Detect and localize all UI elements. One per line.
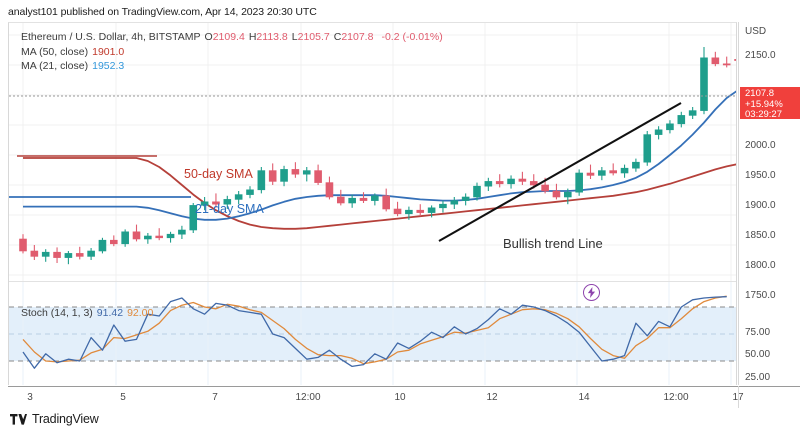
time-tick: 12:00 <box>295 392 321 403</box>
legend-close-value: 2107.8 <box>341 31 374 43</box>
stochastic-tick: 50.00 <box>745 349 771 360</box>
legend-ma50-value: 1901.0 <box>92 45 125 58</box>
price-pane[interactable] <box>9 23 736 281</box>
stochastic-tick: 25.00 <box>745 371 771 383</box>
price-tick: 2150.0 <box>745 50 776 61</box>
lightning-bolt-icon[interactable] <box>583 284 600 301</box>
annotation-bullish-trend-line: Bullish trend Line <box>503 236 603 251</box>
legend-high-value: 2113.8 <box>256 31 288 43</box>
tradingview-wordmark: TradingView <box>32 412 99 426</box>
time-axis[interactable]: 3 5 7 12:00 10 12 14 12:00 17 <box>8 386 800 408</box>
current-price: 2107.8 <box>745 88 775 99</box>
bar-countdown: 03:29:27 <box>745 109 782 120</box>
time-tick: 5 <box>120 392 126 403</box>
stochastic-name: Stoch (14, 1, 3) <box>21 307 93 319</box>
footer-branding[interactable]: TradingView <box>10 412 99 426</box>
legend-symbol-row[interactable]: Ethereum / U.S. Dollar, 4h, BITSTAMP O210… <box>21 30 443 45</box>
publisher-byline: analyst101 published on TradingView.com,… <box>8 6 317 18</box>
legend-ma21-value: 1952.3 <box>92 60 125 72</box>
chart-area[interactable]: Ethereum / U.S. Dollar, 4h, BITSTAMP O210… <box>8 22 737 385</box>
stochastic-tick: 75.00 <box>745 326 771 338</box>
price-tick: 1850.0 <box>745 230 776 241</box>
legend-ma50-label: MA (50, close) <box>21 45 89 58</box>
price-axis-unit: USD <box>745 26 767 37</box>
legend-ma21-row[interactable]: MA (21, close) 1952.3 <box>21 59 443 74</box>
legend-open-label: O <box>204 31 213 43</box>
legend-change: -0.2 (-0.01%) <box>381 31 443 43</box>
annotation-50day-sma: 50-day SMA <box>184 167 253 181</box>
stochastic-pane[interactable] <box>9 282 736 385</box>
current-change: +15.94% <box>745 98 783 110</box>
stochastic-d-value: 92.00 <box>127 307 154 319</box>
current-price-badge: 2107.8 +15.94% 03:29:27 <box>740 87 800 120</box>
legend-symbol: Ethereum / U.S. Dollar, 4h, BITSTAMP <box>21 31 201 43</box>
legend-low-value: 2105.7 <box>297 31 330 43</box>
legend-ma50-row[interactable]: MA (50, close) 1901.0 <box>21 45 443 60</box>
legend-ma21-label: MA (21, close) <box>21 60 89 72</box>
price-tick: 1800.0 <box>745 260 776 271</box>
stochastic-k-value: 91.42 <box>96 307 124 319</box>
time-tick: 7 <box>212 392 218 403</box>
axis-corner <box>738 386 800 408</box>
time-tick: 12:00 <box>663 392 689 403</box>
stochastic-legend[interactable]: Stoch (14, 1, 3) 91.42 92.00 <box>21 307 153 319</box>
time-tick: 10 <box>394 392 406 403</box>
price-tick: 1900.0 <box>745 200 776 211</box>
legend-open-value: 2109.4 <box>212 31 245 43</box>
tradingview-logo-icon <box>10 413 27 425</box>
legend-low-label: L <box>291 31 298 43</box>
time-tick: 14 <box>578 392 590 403</box>
price-axis[interactable]: 2107.8 +15.94% 03:29:27 USD 2150.02050.0… <box>738 22 800 385</box>
price-tick: 1950.0 <box>745 170 776 181</box>
legend-high-label: H <box>248 31 257 43</box>
pane-divider <box>9 281 736 282</box>
price-plot <box>9 23 736 281</box>
annotation-21day-sma: 21-day SMA <box>195 202 264 216</box>
time-tick: 12 <box>486 392 498 403</box>
price-tick: 1750.0 <box>745 290 776 301</box>
time-tick: 3 <box>27 392 33 403</box>
stochastic-plot <box>9 282 736 385</box>
chart-legend: Ethereum / U.S. Dollar, 4h, BITSTAMP O210… <box>21 30 443 74</box>
legend-close-label: C <box>333 31 342 43</box>
price-tick: 2000.0 <box>745 140 776 151</box>
